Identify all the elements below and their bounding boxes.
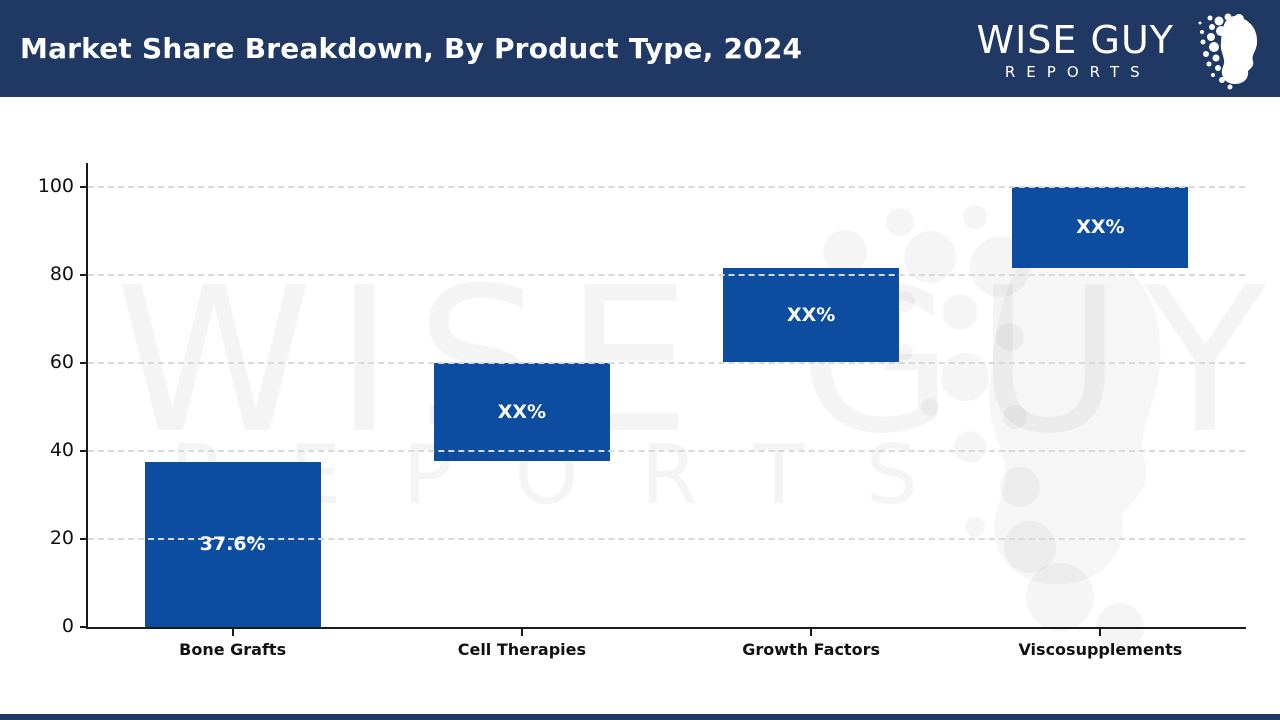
x-tick-mark bbox=[520, 629, 523, 636]
gridline bbox=[88, 362, 1245, 364]
bar-value-label: XX% bbox=[1076, 216, 1125, 239]
x-category-label: Cell Therapies bbox=[457, 640, 587, 659]
header-band: Market Share Breakdown, By Product Type,… bbox=[0, 0, 1280, 97]
y-tick-mark bbox=[80, 274, 88, 276]
bar-segment bbox=[144, 461, 321, 627]
gridline bbox=[88, 186, 1245, 188]
bar-segment bbox=[1012, 187, 1189, 268]
bar-value-label: XX% bbox=[497, 400, 547, 423]
logo-line2: REPORTS bbox=[1004, 62, 1151, 81]
bar-value-label: XX% bbox=[786, 303, 836, 326]
y-tick-label: 100 bbox=[37, 175, 74, 197]
bar-segment bbox=[433, 363, 610, 461]
gridline bbox=[88, 274, 1245, 276]
gridline bbox=[88, 450, 1245, 452]
wise-guy-reports-logo: WISE GUY REPORTS bbox=[977, 10, 1262, 90]
y-tick-mark bbox=[80, 362, 88, 364]
x-tick-mark bbox=[1099, 629, 1102, 636]
y-tick-mark bbox=[80, 538, 88, 540]
x-tick-mark bbox=[810, 629, 813, 636]
logo-head-icon bbox=[1198, 13, 1258, 90]
x-axis-line bbox=[86, 627, 1246, 629]
gridline bbox=[88, 538, 1245, 540]
footer-band bbox=[0, 714, 1280, 720]
y-tick-label: 80 bbox=[49, 263, 74, 285]
y-tick-label: 40 bbox=[49, 439, 74, 461]
y-tick-label: 20 bbox=[49, 527, 74, 549]
logo-line1: WISE GUY bbox=[976, 17, 1174, 62]
y-tick-mark bbox=[80, 186, 88, 188]
y-axis-line bbox=[86, 163, 88, 629]
x-category-label: Bone Grafts bbox=[179, 640, 287, 659]
bar-segment bbox=[723, 267, 900, 363]
y-tick-mark bbox=[80, 450, 88, 452]
y-tick-label: 0 bbox=[61, 615, 74, 637]
y-tick-mark bbox=[80, 626, 88, 628]
y-tick-label: 60 bbox=[49, 351, 74, 373]
x-tick-mark bbox=[231, 629, 234, 636]
x-category-label: Viscosupplements bbox=[1018, 640, 1183, 659]
bar-value-label: 37.6% bbox=[199, 533, 266, 556]
logo-text: WISE GUY REPORTS bbox=[977, 21, 1174, 80]
x-category-label: Growth Factors bbox=[742, 640, 880, 659]
chart-title: Market Share Breakdown, By Product Type,… bbox=[20, 32, 803, 65]
